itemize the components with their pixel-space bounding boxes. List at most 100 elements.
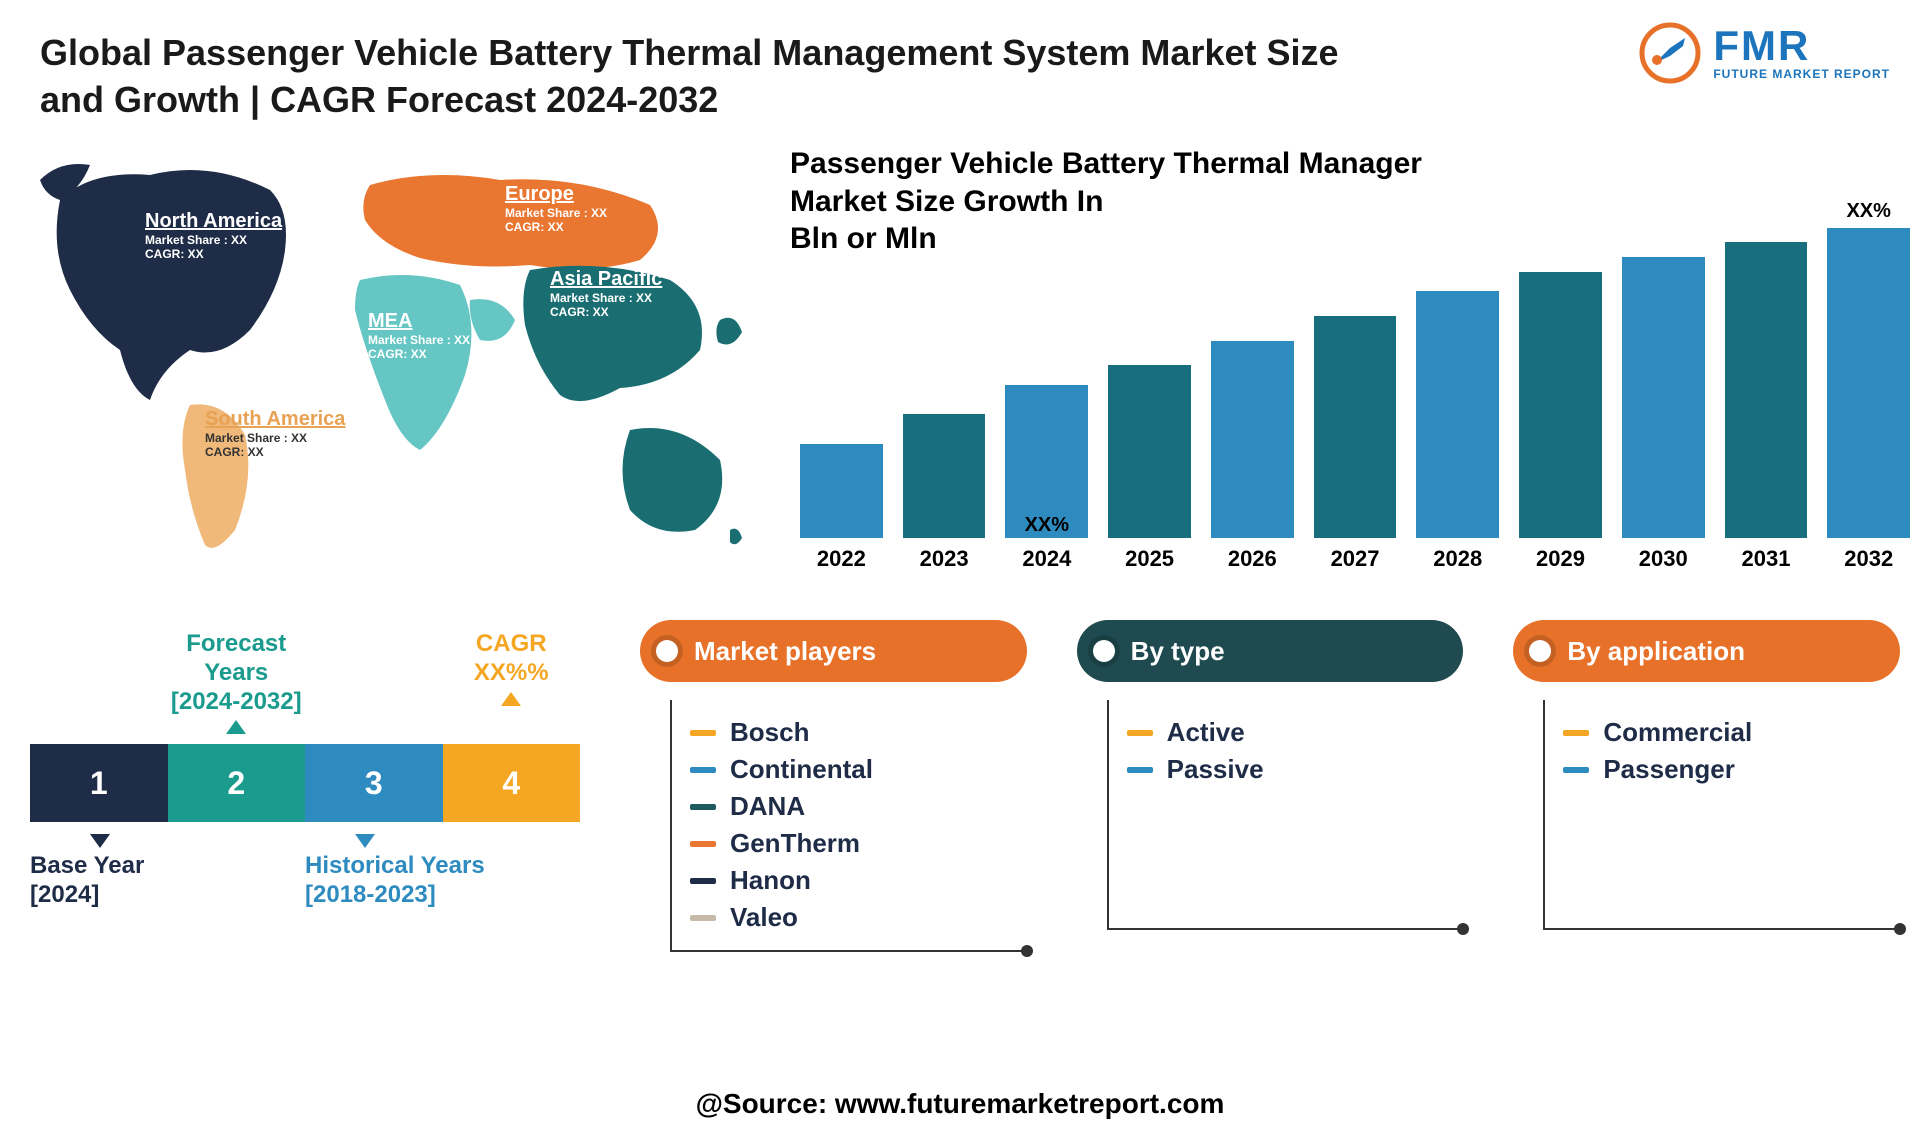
pill-title: Market players xyxy=(694,636,876,667)
triangle-down-icon xyxy=(90,834,110,848)
pill-title: By type xyxy=(1131,636,1225,667)
list-item-label: Passive xyxy=(1167,754,1264,785)
region-cagr: CAGR: XX xyxy=(205,445,345,459)
bar xyxy=(1622,257,1705,537)
pill-title: By application xyxy=(1567,636,1745,667)
list-item-label: Commercial xyxy=(1603,717,1752,748)
region-share: Market Share : XX xyxy=(368,333,470,347)
hist-text: Historical Years xyxy=(305,852,485,879)
bar-chart-bars: 2022 2023 XX% 2024 2025 2026 2027 2028 2… xyxy=(790,262,1920,572)
title-line-1: Global Passenger Vehicle Battery Thermal… xyxy=(40,32,1339,73)
forecast-text: Forecast Years xyxy=(186,630,286,686)
list-item: Hanon xyxy=(672,862,1027,899)
list-item-label: Hanon xyxy=(730,865,811,896)
source-text: @Source: www.futuremarketreport.com xyxy=(696,1088,1225,1120)
list-item: DANA xyxy=(672,788,1027,825)
telescope-icon xyxy=(1635,18,1705,88)
bar-item: 2030 xyxy=(1622,257,1705,571)
bar-item: 2029 xyxy=(1519,272,1602,572)
fmr-logo: FMR FUTURE MARKET REPORT xyxy=(1635,18,1890,88)
forecast-years-label: Forecast Years [2024-2032] xyxy=(168,630,306,738)
marker-icon xyxy=(690,915,716,921)
bar-item: XX% 2032 xyxy=(1827,228,1910,572)
bar-item: 2028 xyxy=(1416,291,1499,571)
region-share: Market Share : XX xyxy=(505,206,607,220)
map-label-south-america: South America Market Share : XX CAGR: XX xyxy=(205,408,345,459)
category-by-application: By application CommercialPassenger xyxy=(1513,620,1900,952)
list-item: Commercial xyxy=(1545,714,1900,751)
list-item: Active xyxy=(1109,714,1464,751)
list-item-label: Active xyxy=(1167,717,1245,748)
list-item: Passenger xyxy=(1545,751,1900,788)
cagr-text: CAGR xyxy=(476,630,547,657)
base-range: [2024] xyxy=(30,881,99,908)
logo-sub-text: FUTURE MARKET REPORT xyxy=(1713,67,1890,81)
bar-item: 2026 xyxy=(1211,341,1294,572)
marker-icon xyxy=(1563,767,1589,773)
page-title: Global Passenger Vehicle Battery Thermal… xyxy=(40,30,1339,124)
category-by-type: By type Active Passive xyxy=(1077,620,1464,952)
list-item-label: GenTherm xyxy=(730,828,860,859)
bullet-icon xyxy=(656,640,678,662)
historical-years-label: Historical Years [2018-2023] xyxy=(305,830,511,910)
triangle-up-icon xyxy=(226,720,246,734)
region-share: Market Share : XX xyxy=(205,431,345,445)
bar-item: XX% 2024 xyxy=(1005,385,1088,572)
bar-item: 2023 xyxy=(903,414,986,571)
bar-item: 2022 xyxy=(800,444,883,571)
base-year-label: Base Year [2024] xyxy=(30,830,168,910)
bar-item: 2031 xyxy=(1725,242,1808,571)
marker-icon xyxy=(690,767,716,773)
region-name: North America xyxy=(145,210,282,233)
region-cagr: CAGR: XX xyxy=(505,220,607,234)
by-type-pill: By type xyxy=(1077,620,1464,682)
bar xyxy=(903,414,986,537)
marker-icon xyxy=(690,730,716,736)
by-type-body: Active Passive xyxy=(1107,700,1464,930)
marker-icon xyxy=(1127,767,1153,773)
bar xyxy=(1211,341,1294,538)
marker-icon xyxy=(1563,730,1589,736)
by-application-pill: By application xyxy=(1513,620,1900,682)
cagr-label: CAGR XX%% xyxy=(443,630,581,738)
marker-icon xyxy=(1127,730,1153,736)
growth-chart: Passenger Vehicle Battery Thermal Manage… xyxy=(790,145,1920,575)
bar xyxy=(800,444,883,537)
list-item: Bosch xyxy=(672,714,1027,751)
chart-title: Passenger Vehicle Battery Thermal Manage… xyxy=(790,145,1920,258)
region-cagr: CAGR: XX xyxy=(550,305,662,319)
list-item-label: Continental xyxy=(730,754,873,785)
cagr-value: XX%% xyxy=(474,659,549,686)
bar xyxy=(1827,228,1910,538)
chart-title-1: Passenger Vehicle Battery Thermal Manage… xyxy=(790,147,1422,180)
bar xyxy=(1314,316,1397,537)
by-application-list: CommercialPassenger xyxy=(1545,714,1900,788)
market-players-list: BoschContinentalDANAGenThermHanonValeo xyxy=(672,714,1027,936)
bullet-icon xyxy=(1529,640,1551,662)
region-name: Europe xyxy=(505,183,607,206)
triangle-down-icon xyxy=(355,834,375,848)
bar-pct-label: XX% xyxy=(1846,200,1890,223)
market-players-pill: Market players xyxy=(640,620,1027,682)
map-label-north-america: North America Market Share : XX CAGR: XX xyxy=(145,210,282,261)
bar-item: 2027 xyxy=(1314,316,1397,571)
region-name: MEA xyxy=(368,310,470,333)
bar xyxy=(1108,365,1191,537)
bar-year-label: 2028 xyxy=(1433,546,1482,572)
market-players-body: BoschContinentalDANAGenThermHanonValeo xyxy=(670,700,1027,952)
by-type-list: Active Passive xyxy=(1109,714,1464,788)
triangle-up-icon xyxy=(501,692,521,706)
bar-year-label: 2030 xyxy=(1639,546,1688,572)
region-share: Market Share : XX xyxy=(550,291,662,305)
map-mea xyxy=(355,275,515,450)
forecast-range: [2024-2032] xyxy=(171,688,302,715)
by-application-body: CommercialPassenger xyxy=(1543,700,1900,930)
marker-icon xyxy=(690,804,716,810)
bar-item: 2025 xyxy=(1108,365,1191,571)
list-item: Passive xyxy=(1109,751,1464,788)
chart-title-3: Bln or Mln xyxy=(790,222,937,255)
bar xyxy=(1519,272,1602,538)
timeline-bar: 1 2 3 4 xyxy=(30,744,580,822)
list-item-label: DANA xyxy=(730,791,805,822)
region-share: Market Share : XX xyxy=(145,233,282,247)
